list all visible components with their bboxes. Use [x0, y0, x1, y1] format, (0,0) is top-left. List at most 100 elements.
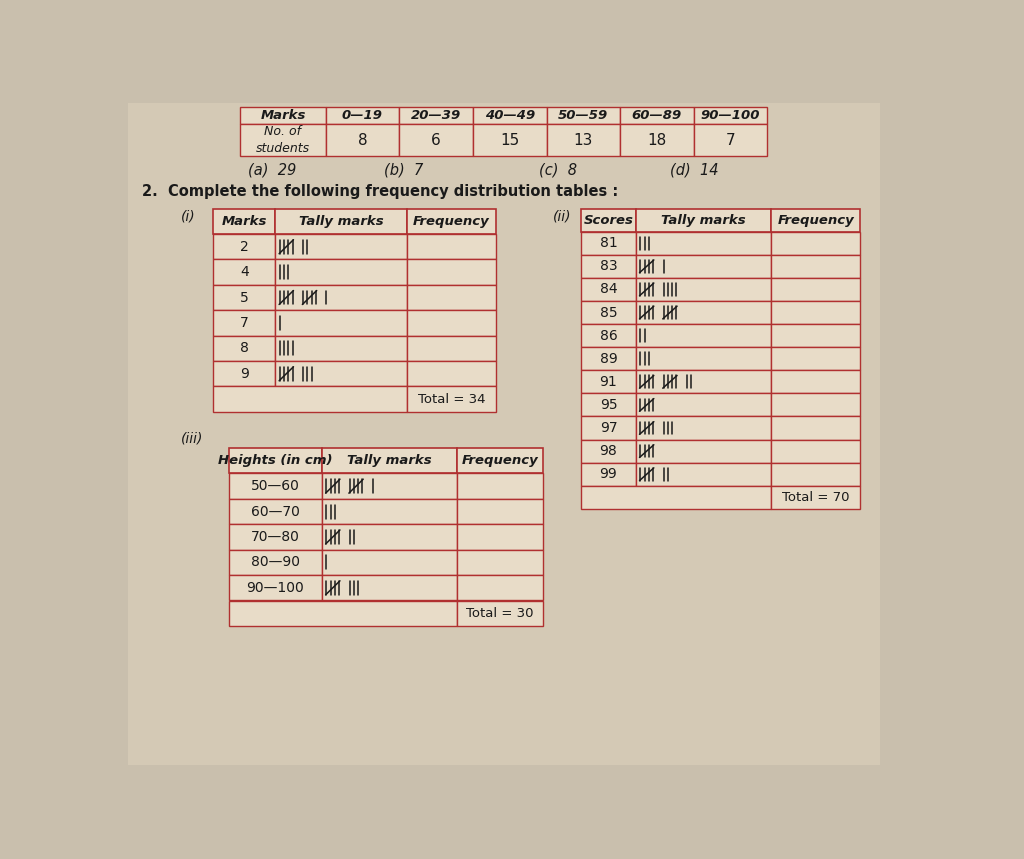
Text: 91: 91	[600, 375, 617, 389]
Bar	[228, 575, 322, 600]
Bar	[771, 301, 860, 324]
Bar	[582, 417, 636, 440]
Bar	[547, 124, 621, 156]
Bar	[213, 259, 275, 285]
Bar	[458, 448, 543, 473]
Bar	[407, 209, 496, 234]
Text: 83: 83	[600, 259, 617, 273]
Bar	[771, 486, 860, 509]
Bar	[228, 600, 458, 626]
Text: Total = 34: Total = 34	[418, 393, 485, 405]
Bar	[322, 575, 458, 600]
Text: Tally marks: Tally marks	[299, 215, 383, 228]
Bar	[275, 310, 407, 336]
Bar	[771, 324, 860, 347]
Text: 98: 98	[600, 444, 617, 458]
Text: Total = 30: Total = 30	[466, 606, 534, 619]
Bar	[582, 324, 636, 347]
Bar	[771, 417, 860, 440]
Bar	[582, 209, 636, 232]
Bar	[407, 387, 496, 411]
Text: Total = 70: Total = 70	[782, 490, 850, 504]
Bar	[322, 448, 458, 473]
Bar	[473, 124, 547, 156]
Bar	[228, 448, 322, 473]
Text: 60—89: 60—89	[632, 109, 682, 122]
Bar	[213, 310, 275, 336]
Bar	[771, 440, 860, 463]
Text: 8: 8	[240, 341, 249, 356]
Bar	[275, 361, 407, 387]
Bar	[458, 575, 543, 600]
Bar	[213, 361, 275, 387]
Bar	[213, 387, 407, 411]
Bar	[771, 255, 860, 277]
Text: No. of
students: No. of students	[256, 125, 310, 155]
Bar	[213, 336, 275, 361]
Bar	[322, 524, 458, 550]
Bar	[458, 524, 543, 550]
Bar	[407, 285, 496, 310]
Bar	[636, 324, 771, 347]
Bar	[407, 361, 496, 387]
Text: 80—90: 80—90	[251, 556, 300, 570]
Bar	[275, 259, 407, 285]
Bar	[458, 499, 543, 524]
Bar	[771, 277, 860, 301]
Text: 0—19: 0—19	[342, 109, 383, 122]
Text: Frequency: Frequency	[414, 215, 489, 228]
Bar	[241, 124, 326, 156]
Bar	[582, 301, 636, 324]
Bar	[275, 336, 407, 361]
Bar	[636, 440, 771, 463]
Bar	[399, 107, 473, 124]
Text: 95: 95	[600, 398, 617, 412]
Text: Marks: Marks	[221, 215, 267, 228]
Bar	[275, 285, 407, 310]
Bar	[473, 107, 547, 124]
Text: Tally marks: Tally marks	[662, 214, 745, 227]
Text: 90—100: 90—100	[700, 109, 760, 122]
Bar	[771, 232, 860, 255]
Bar	[275, 209, 407, 234]
Text: (c)  8: (c) 8	[539, 162, 577, 178]
Text: 84: 84	[600, 283, 617, 296]
Bar	[547, 107, 621, 124]
Text: Marks: Marks	[260, 109, 306, 122]
Text: Heights (in cm): Heights (in cm)	[218, 454, 333, 467]
Text: 90—100: 90—100	[247, 581, 304, 594]
Bar	[326, 124, 399, 156]
Bar	[322, 499, 458, 524]
Text: 5: 5	[240, 290, 249, 304]
Bar	[407, 259, 496, 285]
Text: Tally marks: Tally marks	[347, 454, 432, 467]
Text: (iii): (iii)	[180, 432, 203, 446]
Bar	[636, 301, 771, 324]
Bar	[228, 524, 322, 550]
Bar	[399, 124, 473, 156]
Bar	[636, 463, 771, 486]
Bar	[636, 393, 771, 417]
Text: 7: 7	[240, 316, 249, 330]
Bar	[213, 285, 275, 310]
Text: (a)  29: (a) 29	[248, 162, 296, 178]
Bar	[458, 473, 543, 499]
Bar	[582, 255, 636, 277]
Bar	[582, 463, 636, 486]
Bar	[322, 550, 458, 575]
Bar	[636, 417, 771, 440]
Text: Frequency: Frequency	[777, 214, 854, 227]
Text: (i): (i)	[180, 210, 196, 223]
Bar	[621, 124, 693, 156]
Text: 86: 86	[600, 329, 617, 343]
Bar	[326, 107, 399, 124]
Bar	[582, 232, 636, 255]
Text: 2: 2	[240, 240, 249, 253]
Bar	[636, 277, 771, 301]
Text: 4: 4	[240, 265, 249, 279]
Bar	[458, 550, 543, 575]
Text: 50—59: 50—59	[558, 109, 608, 122]
Bar	[771, 209, 860, 232]
Bar	[228, 499, 322, 524]
Bar	[636, 370, 771, 393]
